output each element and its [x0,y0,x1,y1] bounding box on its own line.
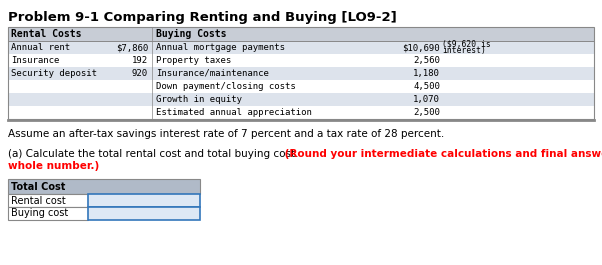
Text: Insurance/maintenance: Insurance/maintenance [156,69,269,78]
Bar [88,194,200,207]
Bar [8,67,594,80]
Text: $7,860: $7,860 [116,43,148,52]
Text: (a) Calculate the total rental cost and total buying cost.: (a) Calculate the total rental cost and … [8,149,299,159]
Bar [8,179,200,194]
Text: $10,690: $10,690 [402,43,440,52]
Bar [8,41,594,54]
Bar [8,106,594,119]
Bar [8,54,594,67]
Text: Insurance: Insurance [11,56,60,65]
Text: 4,500: 4,500 [413,82,440,91]
Bar [8,27,594,41]
Text: (Round your intermediate calculations and final answers to the nearest: (Round your intermediate calculations an… [281,149,602,159]
Text: 1,180: 1,180 [413,69,440,78]
Bar [8,27,594,119]
Text: Growth in equity: Growth in equity [156,95,242,104]
Text: Annual rent: Annual rent [11,43,70,52]
Text: Buying cost: Buying cost [11,209,68,219]
Text: 192: 192 [132,56,148,65]
Text: ($9,620 is: ($9,620 is [442,39,491,48]
Bar [88,207,200,220]
Bar [8,194,88,207]
Bar [8,80,594,93]
Text: Problem 9-1 Comparing Renting and Buying [LO9-2]: Problem 9-1 Comparing Renting and Buying… [8,11,397,24]
Text: 920: 920 [132,69,148,78]
Bar [8,93,594,106]
Text: 2,500: 2,500 [413,108,440,117]
Text: whole number.): whole number.) [8,161,99,171]
Text: Rental Costs: Rental Costs [11,29,81,39]
Bar [8,207,88,220]
Text: Annual mortgage payments: Annual mortgage payments [156,43,285,52]
Text: Assume an after-tax savings interest rate of 7 percent and a tax rate of 28 perc: Assume an after-tax savings interest rat… [8,129,444,139]
Text: Security deposit: Security deposit [11,69,97,78]
Text: 2,560: 2,560 [413,56,440,65]
Text: interest): interest) [442,46,486,55]
Text: 1,070: 1,070 [413,95,440,104]
Text: Down payment/closing costs: Down payment/closing costs [156,82,296,91]
Text: Buying Costs: Buying Costs [156,29,226,39]
Text: Total Cost: Total Cost [11,182,66,192]
Text: Estimated annual appreciation: Estimated annual appreciation [156,108,312,117]
Text: Rental cost: Rental cost [11,196,66,205]
Text: Property taxes: Property taxes [156,56,231,65]
